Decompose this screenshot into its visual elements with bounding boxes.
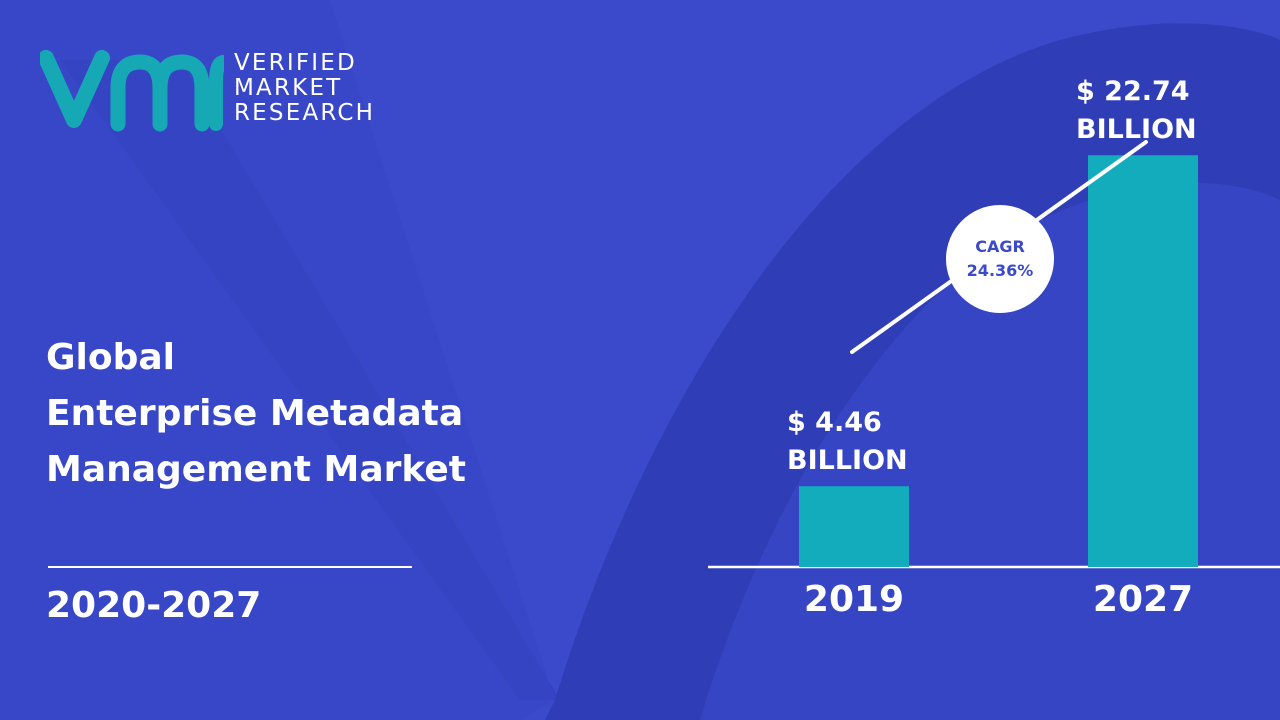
bar-value-label-2019: $ 4.46 BILLION	[787, 404, 908, 480]
bar-value-label-2027: $ 22.74 BILLION	[1076, 73, 1197, 149]
brand-line-3: RESEARCH	[234, 100, 376, 126]
bar-2019	[799, 486, 909, 567]
bar-value-label-line: $ 22.74	[1076, 76, 1190, 108]
cagr-label: CAGR	[975, 237, 1025, 256]
forecast-period: 2020-2027	[46, 585, 262, 626]
title-line-1: Global	[46, 337, 176, 378]
category-label-2027: 2027	[1092, 579, 1194, 620]
report-title: Global Enterprise Metadata Management Ma…	[46, 330, 606, 498]
vmr-logo-icon	[40, 50, 224, 132]
brand-logo: VERIFIED MARKET RESEARCH	[40, 48, 400, 132]
bars	[799, 155, 1198, 567]
cagr-value: 24.36%	[966, 261, 1034, 280]
bar-value-label-line: BILLION	[1076, 114, 1197, 146]
title-line-3: Management Market	[46, 449, 466, 490]
bar-value-label-line: $ 4.46	[787, 407, 882, 439]
title-divider	[48, 566, 412, 568]
brand-line-1: VERIFIED	[234, 50, 357, 76]
bar-2027	[1088, 155, 1198, 567]
category-label-2019: 2019	[803, 579, 905, 620]
brand-name: VERIFIED MARKET RESEARCH	[234, 51, 375, 126]
bar-value-label-line: BILLION	[787, 445, 908, 477]
cagr-badge: CAGR 24.36%	[946, 205, 1054, 313]
title-line-2: Enterprise Metadata	[46, 393, 464, 434]
brand-line-2: MARKET	[234, 75, 343, 101]
